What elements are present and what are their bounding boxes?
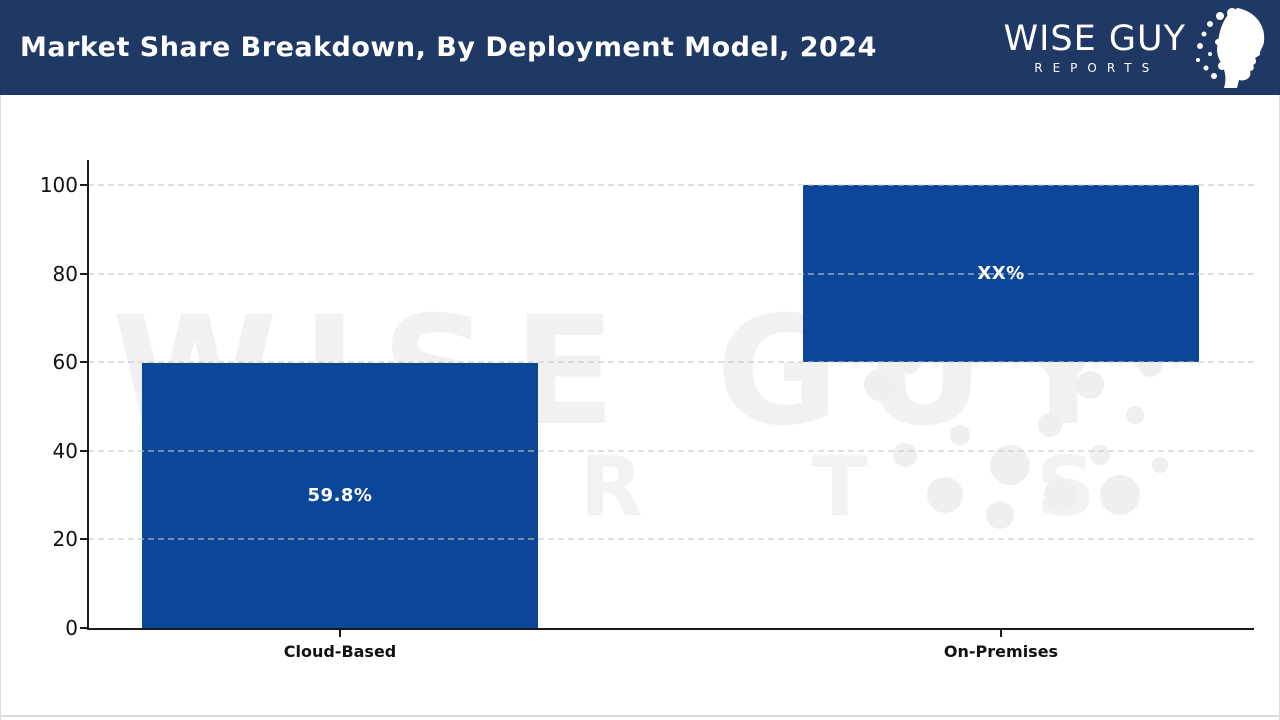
gridline-20 xyxy=(88,538,1254,541)
y-tick-mark-80 xyxy=(80,272,88,275)
logo-text: WISE GUY REPORTS xyxy=(1003,18,1186,75)
y-tick-mark-20 xyxy=(80,538,88,541)
x-tick-mark-1 xyxy=(1000,630,1002,637)
y-tick-label-80: 80 xyxy=(52,261,78,286)
y-axis-spine xyxy=(87,160,89,630)
figure-area: WISE GUY R T S 0 20 40 60 80 100 59.8% Cloud-Ba… xyxy=(0,95,1280,720)
figure-left-border xyxy=(0,95,1,720)
y-tick-label-100: 100 xyxy=(39,173,78,197)
x-tick-mark-0 xyxy=(339,630,341,637)
bar-value-label: 59.8% xyxy=(307,485,373,507)
gridline-60 xyxy=(88,361,1254,364)
y-tick-label-60: 60 xyxy=(52,350,78,375)
y-tick-label-40: 40 xyxy=(52,438,78,463)
wise-guy-logo: WISE GUY REPORTS xyxy=(1003,7,1266,88)
plot-area: 0 20 40 60 80 100 59.8% Cloud-Based XX% On-Premis… xyxy=(0,95,1280,720)
y-tick-mark-40 xyxy=(80,449,88,452)
x-tick-label-0: Cloud-Based xyxy=(283,642,397,661)
header: Market Share Breakdown, By Deployment Mo… xyxy=(0,0,1280,95)
y-tick-label-0: 0 xyxy=(65,616,78,640)
logo-wordmark: WISE GUY xyxy=(1003,18,1186,59)
figure-bottom-border xyxy=(0,715,1280,717)
gridline-100 xyxy=(88,184,1254,186)
x-tick-label-1: On-Premises xyxy=(943,642,1059,661)
gridline-80 xyxy=(88,272,1254,275)
y-tick-mark-60 xyxy=(80,361,88,364)
dotted-face-icon xyxy=(1196,7,1265,88)
gridline-40 xyxy=(88,449,1254,452)
bar-cloud-based: 59.8% xyxy=(142,363,538,628)
y-tick-mark-0 xyxy=(80,627,88,629)
page-title: Market Share Breakdown, By Deployment Mo… xyxy=(20,32,877,63)
logo-subtitle: REPORTS xyxy=(1034,60,1160,75)
y-tick-label-20: 20 xyxy=(52,527,78,552)
y-tick-mark-100 xyxy=(80,184,88,186)
x-axis-spine xyxy=(87,628,1254,630)
